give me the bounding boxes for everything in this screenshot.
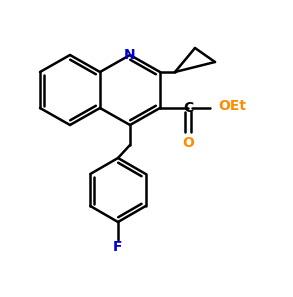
Text: O: O: [182, 136, 194, 150]
Text: C: C: [183, 101, 193, 115]
Text: F: F: [113, 240, 123, 254]
Text: N: N: [124, 48, 136, 62]
Text: OEt: OEt: [218, 99, 246, 113]
